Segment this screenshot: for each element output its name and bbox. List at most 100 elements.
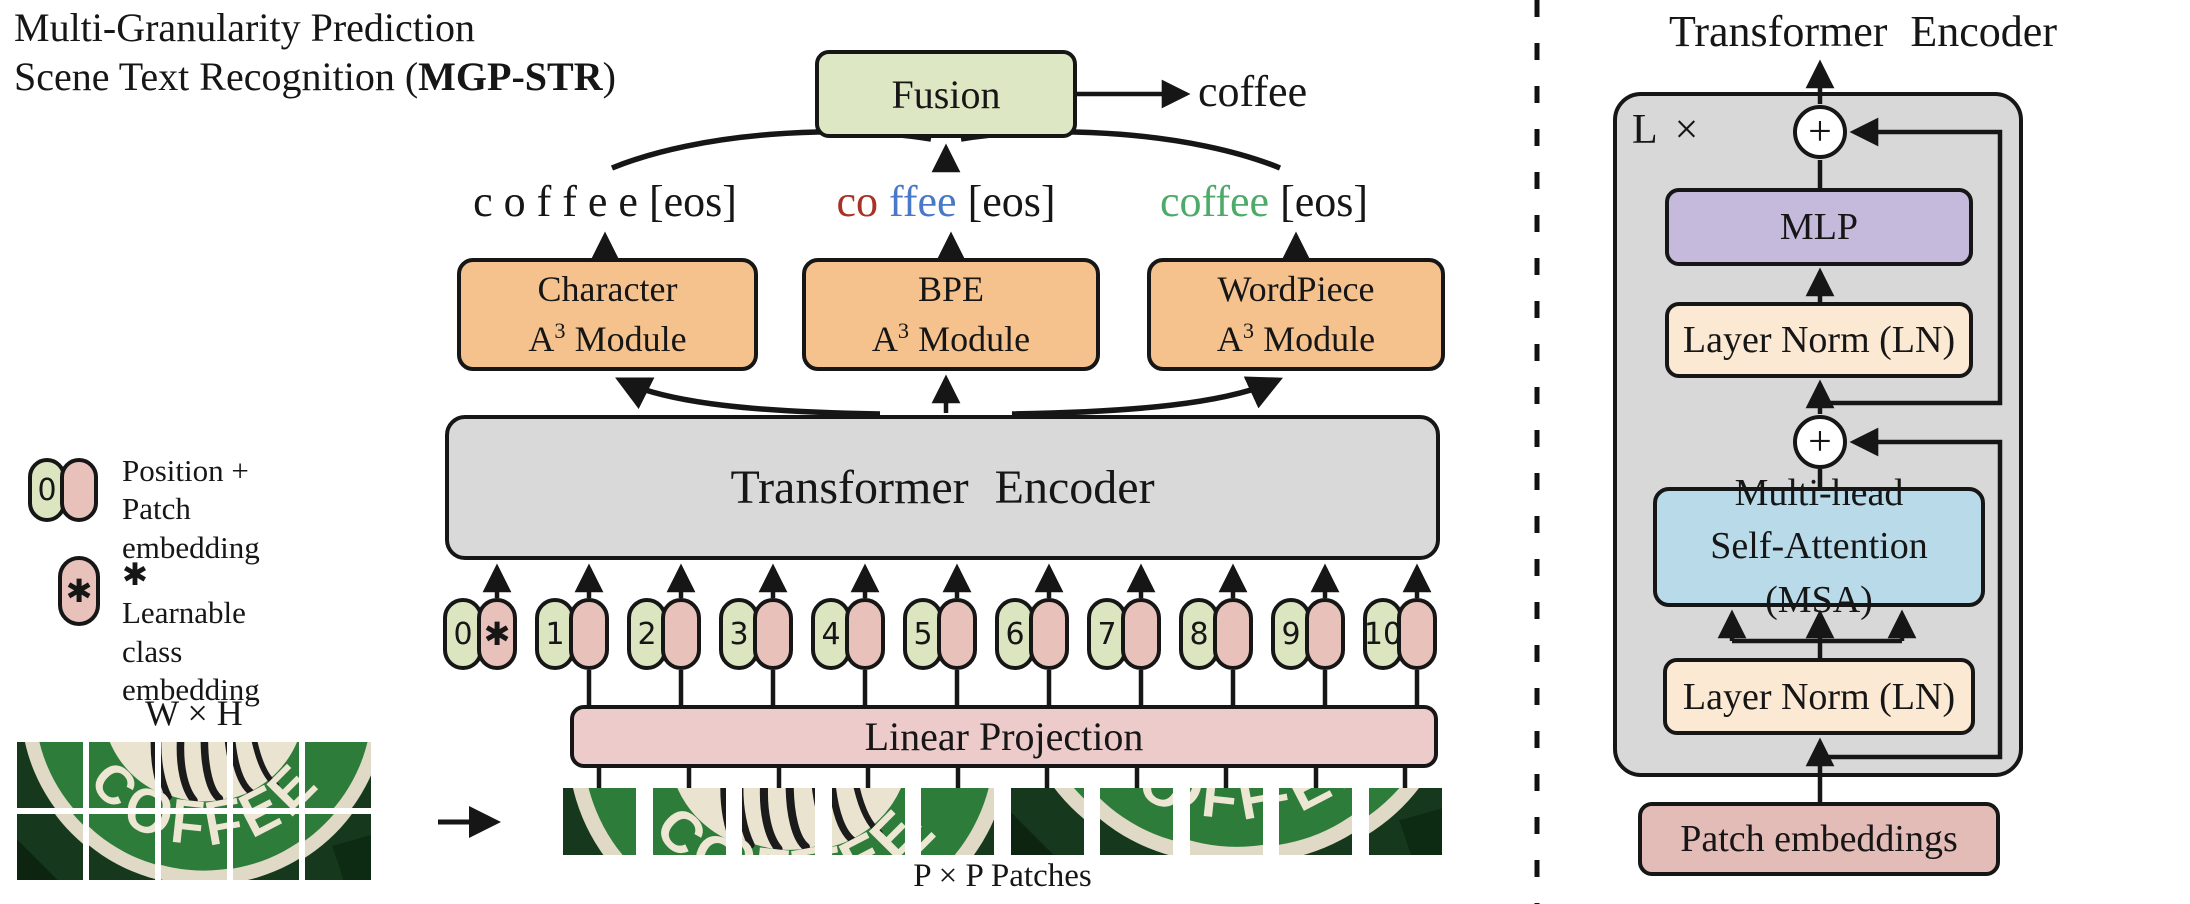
mlp-box: MLP (1665, 188, 1973, 266)
legend-pill-pair: 0 (28, 458, 98, 522)
image-patch (653, 788, 726, 855)
encoder-label: Transformer Encoder (730, 461, 1155, 514)
token-pair: 8 (1179, 598, 1253, 670)
figure-title: Multi-Granularity Prediction Scene Text … (14, 4, 616, 102)
prediction-part: [eos] (967, 177, 1056, 226)
token-pair: 0 ✱ (443, 598, 517, 670)
layer-norm-label: Layer Norm (LN) (1682, 319, 1956, 361)
module-a3-label: A3 Module (528, 317, 687, 359)
figure-title-line1: Multi-Granularity Prediction (14, 5, 476, 50)
patch-embedding-pill (1397, 598, 1437, 670)
character-prediction: c o f f e e [eos] (435, 176, 775, 227)
patches-label: P × P Patches (913, 858, 1092, 894)
input-image-grid (17, 742, 371, 880)
legend-patch-pill (60, 458, 98, 522)
image-patch (742, 788, 815, 855)
image-patch (832, 788, 905, 855)
right-panel-title: Transformer Encoder (1669, 7, 2057, 56)
image-patch (1279, 788, 1352, 855)
position-embedding-pill: 8 (1179, 598, 1219, 670)
plus-icon: + (1808, 419, 1832, 465)
layer-norm-label: Layer Norm (LN) (1682, 675, 1956, 718)
patch-embedding-pill (661, 598, 701, 670)
msa-line2: Self-Attention (MSA) (1710, 525, 1928, 621)
module-name: BPE (917, 268, 985, 309)
input-image-patch-cell (233, 814, 299, 880)
token-pair: 3 (719, 598, 793, 670)
input-image-patch-cell (17, 814, 83, 880)
token-row: 0 ✱ 1 2 3 4 5 6 7 8 9 10 (443, 598, 1441, 670)
class-embedding-pill: ✱ (477, 598, 517, 670)
bpe-prediction: co ffee [eos] (776, 176, 1116, 227)
position-embedding-pill: 9 (1271, 598, 1311, 670)
input-size-label: W × H (145, 693, 243, 733)
token-pair: 4 (811, 598, 885, 670)
image-patch (1369, 788, 1442, 855)
token-pair: 2 (627, 598, 701, 670)
token-pair: 5 (903, 598, 977, 670)
wordpiece-a3-module-box: WordPiece A3 Module (1147, 258, 1445, 371)
position-embedding-pill: 4 (811, 598, 851, 670)
final-output-text: coffee (1198, 67, 1308, 116)
position-embedding-pill: 7 (1087, 598, 1127, 670)
token-pair: 10 (1363, 598, 1437, 670)
image-patch (563, 788, 636, 855)
layer-norm-bottom-box: Layer Norm (LN) (1663, 658, 1975, 735)
input-image-patch-cell (161, 742, 227, 808)
patch-embeddings-label: Patch embeddings (1680, 818, 1958, 860)
patch-embedding-pill (753, 598, 793, 670)
token-pair: 1 (535, 598, 609, 670)
token-pair: 7 (1087, 598, 1161, 670)
token-pair: 9 (1271, 598, 1345, 670)
input-image-patch-cell (89, 742, 155, 808)
loop-count-label: L × (1632, 107, 1703, 153)
legend-text: Position + Patch embedding (122, 453, 260, 565)
patch-embedding-pill (1305, 598, 1345, 670)
input-image-patch-cell (89, 814, 155, 880)
prediction-part: coffee (1159, 177, 1281, 226)
patch-embedding-pill (569, 598, 609, 670)
legend-class-pill: ✱ (58, 556, 100, 626)
prediction-part: c o f f e e [eos] (473, 177, 737, 226)
wordpiece-prediction: coffee [eos] (1094, 176, 1434, 227)
patch-embedding-pill (937, 598, 977, 670)
linear-projection-box: Linear Projection (570, 705, 1438, 768)
image-patch (1011, 788, 1084, 855)
linear-projection-label: Linear Projection (864, 714, 1144, 759)
position-embedding-pill: 10 (1363, 598, 1403, 670)
mlp-label: MLP (1779, 206, 1859, 248)
prediction-part: ffee (888, 177, 968, 226)
plus-icon: + (1808, 109, 1832, 155)
module-a3-label: A3 Module (1216, 317, 1376, 359)
residual-add-top: + (1793, 105, 1847, 159)
figure-title-line2: Scene Text Recognition (MGP-STR) (14, 53, 616, 99)
prediction-part: [eos] (1280, 177, 1369, 226)
bpe-a3-module-box: BPE A3 Module (802, 258, 1100, 371)
legend-text: ✱ Learnable class embedding (122, 557, 260, 708)
module-name: Character (537, 268, 678, 309)
input-image-patch-cell (305, 814, 371, 880)
patch-embeddings-box: Patch embeddings (1638, 802, 2000, 876)
fusion-box: Fusion (815, 50, 1077, 138)
msa-line1: Multi-head (1734, 472, 1904, 515)
position-embedding-pill: 3 (719, 598, 759, 670)
input-image-patch-cell (17, 742, 83, 808)
msa-box: Multi-head Self-Attention (MSA) (1653, 472, 1985, 621)
image-patch (921, 788, 994, 855)
patch-embedding-pill (1029, 598, 1069, 670)
patch-embedding-pill (1213, 598, 1253, 670)
fusion-label: Fusion (891, 71, 1001, 117)
input-image-patch-cell (161, 814, 227, 880)
image-patch (1100, 788, 1173, 855)
patch-embedding-pill (1121, 598, 1161, 670)
module-a3-label: A3 Module (871, 317, 1031, 359)
patch-embedding-pill (845, 598, 885, 670)
token-pair: 6 (995, 598, 1069, 670)
layer-norm-top-box: Layer Norm (LN) (1665, 302, 1973, 378)
input-image-patch-cell (233, 742, 299, 808)
character-a3-module-box: Character A3 Module (457, 258, 758, 371)
patch-strip (563, 788, 1442, 855)
position-embedding-pill: 1 (535, 598, 575, 670)
transformer-encoder-box: Transformer Encoder (445, 415, 1440, 560)
